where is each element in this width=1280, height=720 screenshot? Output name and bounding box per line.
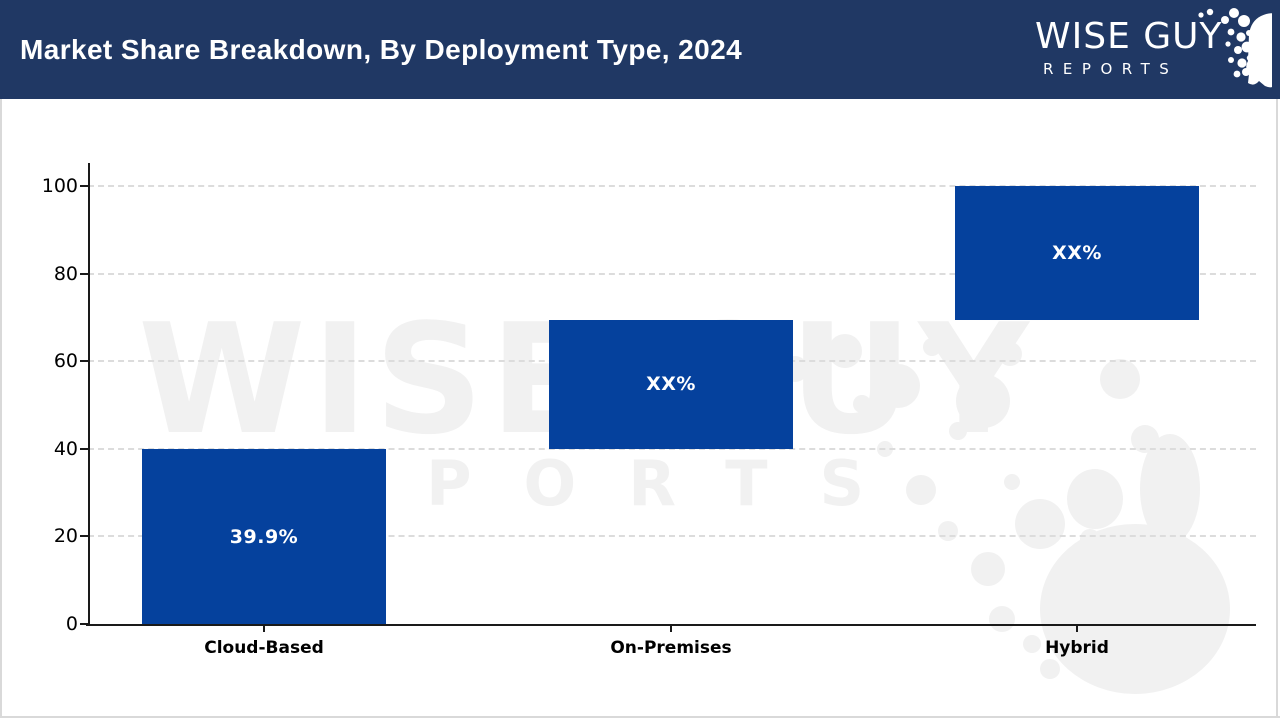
watermark-face-dots-icon (782, 334, 1230, 694)
y-tick-label: 80 (53, 262, 78, 285)
y-tick-mark (80, 623, 88, 625)
x-category-label: Hybrid (1045, 638, 1109, 658)
y-tick-label: 40 (53, 437, 78, 460)
bar-value-label: XX% (646, 373, 696, 396)
bar-cloud-based: 39.9% (142, 449, 386, 624)
page-border-bottom (0, 716, 1280, 718)
header-bar: Market Share Breakdown, By Deployment Ty… (0, 0, 1280, 99)
gridline-y20 (88, 535, 1256, 538)
x-axis-line (86, 624, 1256, 626)
gridline-y100 (88, 185, 1256, 187)
y-axis-line (88, 163, 90, 626)
logo-subtitle: REPORTS (1043, 60, 1178, 78)
y-tick-mark (80, 535, 88, 538)
x-category-label: On-Premises (610, 638, 732, 658)
y-tick-label: 20 (53, 525, 78, 548)
x-tick-mark (670, 626, 672, 632)
page-border-right (1276, 99, 1278, 718)
bar-hybrid: XX% (955, 186, 1199, 320)
y-tick-mark (80, 272, 88, 275)
y-tick-label: 100 (41, 175, 78, 197)
page-border-left (0, 99, 2, 718)
y-tick-mark (80, 447, 88, 450)
wise-guy-reports-logo: WISE GUY REPORTS (1035, 8, 1272, 88)
bar-value-label: XX% (1052, 241, 1102, 264)
bar-value-label: 39.9% (229, 525, 299, 548)
y-tick-mark (80, 360, 88, 363)
bar-on-premises: XX% (549, 319, 793, 450)
chart-canvas: WISE GUY REPORTS 0 20 40 60 80 100 39.9% XX% XX%… (0, 99, 1280, 720)
x-category-label: Cloud-Based (204, 638, 324, 658)
logo-face-silhouette-icon (1246, 13, 1272, 88)
x-tick-mark (1076, 626, 1078, 632)
y-tick-label: 0 (65, 613, 78, 635)
page-title: Market Share Breakdown, By Deployment Ty… (20, 33, 743, 65)
x-tick-mark (263, 626, 265, 632)
logo-wordmark: WISE GUY (1035, 16, 1223, 57)
gridline-y80 (88, 272, 1256, 275)
y-tick-label: 60 (53, 350, 78, 373)
y-tick-mark (80, 185, 88, 187)
